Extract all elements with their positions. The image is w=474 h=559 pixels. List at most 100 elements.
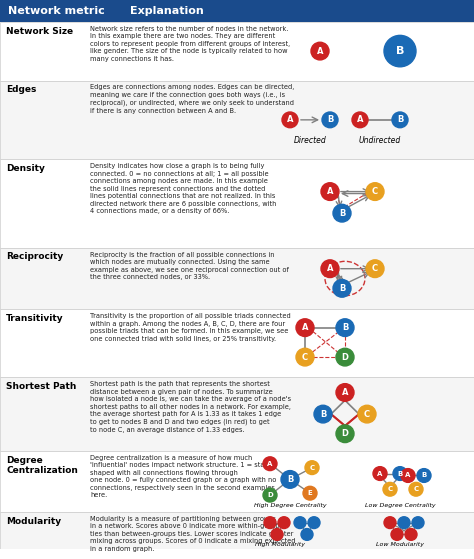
Circle shape	[308, 517, 320, 529]
Text: A: A	[327, 264, 333, 273]
Text: A: A	[287, 115, 293, 124]
Text: C: C	[413, 486, 419, 492]
Bar	[0, 159, 474, 248]
Circle shape	[301, 529, 313, 541]
Circle shape	[366, 183, 384, 201]
Circle shape	[392, 112, 408, 127]
Circle shape	[401, 468, 415, 482]
Text: A: A	[342, 388, 348, 397]
Text: Modularity: Modularity	[6, 517, 61, 526]
Circle shape	[352, 112, 368, 127]
Text: C: C	[387, 486, 392, 492]
Circle shape	[333, 205, 351, 222]
Text: Degree centralization is a measure of how much
'influential' nodes impact networ: Degree centralization is a measure of ho…	[90, 455, 276, 499]
Text: D: D	[341, 353, 348, 362]
Text: B: B	[287, 475, 293, 484]
Text: C: C	[364, 410, 370, 419]
Circle shape	[391, 529, 403, 541]
Text: Transitivity is the proportion of all possible triads connected
within a graph. : Transitivity is the proportion of all po…	[90, 314, 291, 342]
Text: A: A	[302, 323, 308, 332]
Circle shape	[398, 517, 410, 529]
Text: High Modularity: High Modularity	[255, 542, 305, 547]
Text: B: B	[421, 472, 427, 479]
Circle shape	[263, 488, 277, 502]
Circle shape	[311, 42, 329, 60]
Circle shape	[417, 468, 431, 482]
Text: B: B	[339, 284, 345, 293]
Text: B: B	[342, 323, 348, 332]
Text: C: C	[372, 264, 378, 273]
Text: Density: Density	[6, 164, 45, 173]
Text: Low Modularity: Low Modularity	[376, 542, 424, 547]
Circle shape	[263, 457, 277, 471]
Text: A: A	[317, 46, 323, 55]
Text: A: A	[357, 115, 363, 124]
Text: Reciprocity: Reciprocity	[6, 253, 63, 262]
Text: B: B	[397, 471, 402, 476]
Text: Undirected: Undirected	[359, 136, 401, 145]
Text: Reciprocity is the fraction of all possible connections in
which nodes are mutua: Reciprocity is the fraction of all possi…	[90, 252, 289, 280]
Text: A: A	[405, 472, 410, 479]
Text: Modularity is a measure of partitioning between groups
in a network. Scores abov: Modularity is a measure of partitioning …	[90, 516, 295, 552]
Text: B: B	[396, 46, 404, 56]
Bar	[0, 377, 474, 451]
Circle shape	[333, 280, 351, 297]
Bar	[0, 80, 474, 159]
Circle shape	[278, 517, 290, 529]
Circle shape	[358, 405, 376, 423]
Text: B: B	[339, 209, 345, 217]
Text: Network Size: Network Size	[6, 26, 73, 36]
Circle shape	[303, 486, 317, 500]
Text: E: E	[308, 490, 312, 496]
Circle shape	[296, 319, 314, 337]
Circle shape	[405, 529, 417, 541]
Circle shape	[281, 471, 299, 488]
Circle shape	[409, 482, 423, 496]
Circle shape	[264, 517, 276, 529]
Circle shape	[314, 405, 332, 423]
Circle shape	[366, 260, 384, 277]
Text: A: A	[267, 461, 273, 467]
Bar	[0, 310, 474, 377]
Bar	[0, 22, 474, 80]
Bar	[0, 451, 474, 512]
Text: Network size refers to the number of nodes in the network.
In this example there: Network size refers to the number of nod…	[90, 26, 290, 61]
Text: Edges are connections among nodes. Edges can be directed,
meaning we care if the: Edges are connections among nodes. Edges…	[90, 84, 294, 114]
Text: B: B	[397, 115, 403, 124]
Circle shape	[282, 112, 298, 127]
Text: Shortest path is the path that represents the shortest
distance between a given : Shortest path is the path that represent…	[90, 381, 291, 433]
Text: Low Degree Centrality: Low Degree Centrality	[365, 503, 435, 508]
Text: Edges: Edges	[6, 86, 36, 94]
Text: C: C	[372, 187, 378, 196]
Text: A: A	[327, 187, 333, 196]
Text: Directed: Directed	[293, 136, 327, 145]
Circle shape	[336, 319, 354, 337]
Bar	[0, 248, 474, 310]
Text: C: C	[310, 465, 315, 471]
Text: A: A	[377, 471, 383, 476]
Circle shape	[336, 383, 354, 401]
Bar	[0, 0, 474, 22]
Circle shape	[321, 260, 339, 277]
Circle shape	[336, 425, 354, 443]
Text: High Degree Centrality: High Degree Centrality	[254, 503, 326, 508]
Circle shape	[393, 467, 407, 480]
Text: D: D	[341, 429, 348, 438]
Bar	[0, 512, 474, 549]
Circle shape	[412, 517, 424, 529]
Text: D: D	[267, 492, 273, 498]
Text: Density indicates how close a graph is to being fully
connected. 0 = no connecti: Density indicates how close a graph is t…	[90, 163, 276, 214]
Text: Transitivity: Transitivity	[6, 314, 64, 323]
Circle shape	[336, 348, 354, 366]
Circle shape	[384, 35, 416, 67]
Text: B: B	[320, 410, 326, 419]
Text: Degree
Centralization: Degree Centralization	[6, 456, 78, 475]
Circle shape	[294, 517, 306, 529]
Circle shape	[321, 183, 339, 201]
Text: C: C	[302, 353, 308, 362]
Text: Shortest Path: Shortest Path	[6, 382, 76, 391]
Text: Network metric: Network metric	[8, 6, 105, 16]
Circle shape	[305, 461, 319, 475]
Circle shape	[271, 529, 283, 541]
Circle shape	[373, 467, 387, 480]
